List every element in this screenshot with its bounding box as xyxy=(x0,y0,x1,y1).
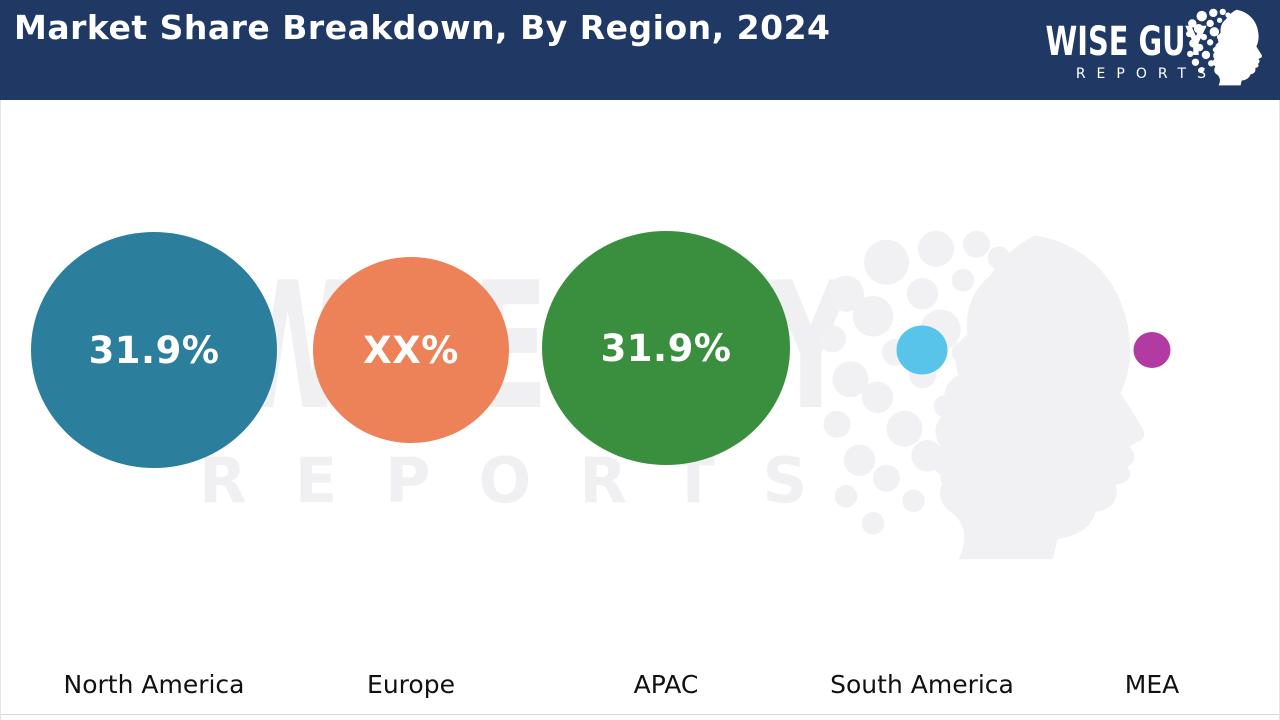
bubble-apac: 31.9% xyxy=(542,231,790,465)
bubble-value-label: XX% xyxy=(363,328,459,372)
bubble-value-label: 31.9% xyxy=(600,326,732,370)
bubble-south-america xyxy=(896,325,948,375)
category-label-apac: APAC xyxy=(633,670,699,699)
logo-subtext: REPORTS xyxy=(1075,66,1217,82)
bubble-north-america: 31.9% xyxy=(31,232,277,468)
watermark-subtext: REPORTS xyxy=(199,444,856,517)
watermark-head-graphic xyxy=(819,230,1145,560)
wise-guy-logo: WISE GUY REPORTS xyxy=(983,4,1270,88)
chart-area: WISE GUY REPORTS 31.9% XX% 31.9% xyxy=(0,100,1280,720)
logo-wordmark: WISE GUY xyxy=(1045,19,1206,65)
bubble-mea xyxy=(1133,332,1171,368)
bubble-value-label: 31.9% xyxy=(88,328,220,372)
category-label-north-america: North America xyxy=(63,670,245,699)
logo-head-icon xyxy=(1186,8,1262,86)
category-label-mea: MEA xyxy=(1124,670,1180,699)
logo-text: WISE GUY REPORTS xyxy=(983,22,1206,82)
bottom-divider xyxy=(1,714,1279,715)
category-label-south-america: South America xyxy=(830,670,1014,699)
category-label-europe: Europe xyxy=(367,670,455,699)
bubble-europe: XX% xyxy=(313,257,509,443)
page-title: Market Share Breakdown, By Region, 2024 xyxy=(14,8,831,47)
header-bar: Market Share Breakdown, By Region, 2024 … xyxy=(0,0,1280,100)
